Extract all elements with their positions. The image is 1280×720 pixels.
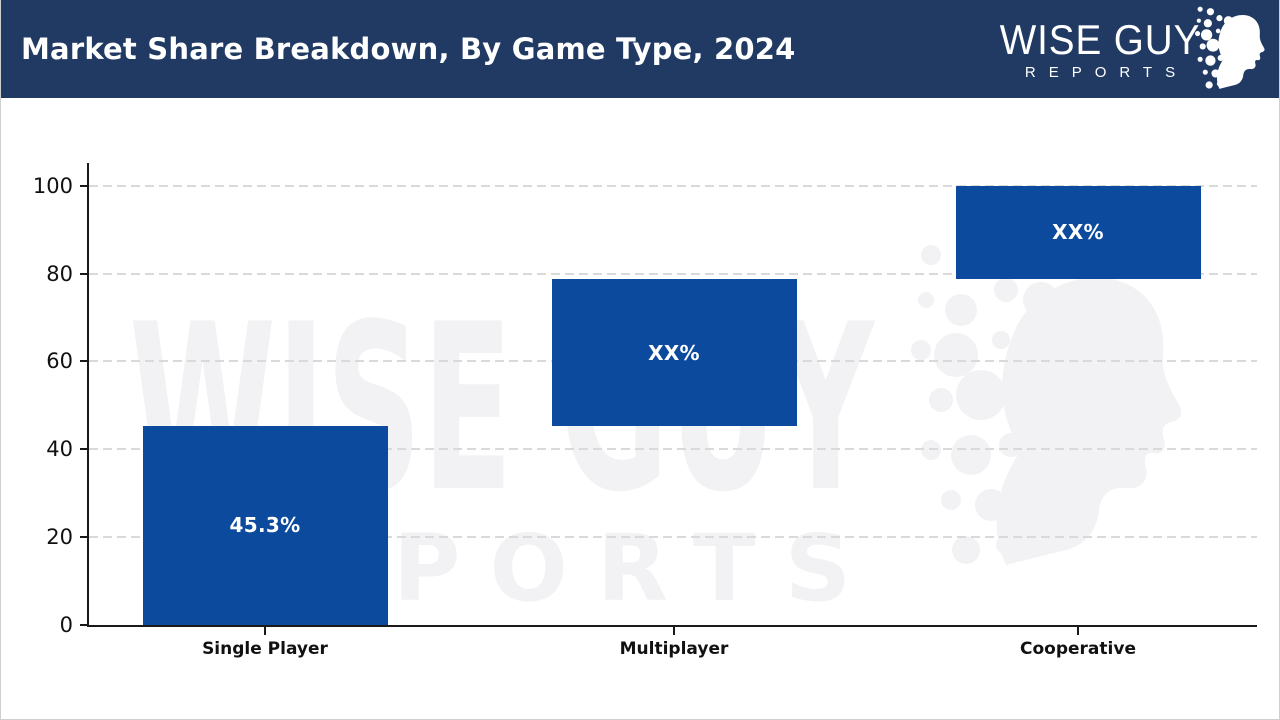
bar: XX% — [955, 185, 1201, 280]
y-tick — [80, 360, 88, 363]
y-tick-label: 100 — [32, 173, 73, 198]
plot: 0 20 40 60 80 100 45.3% XX% XX% Single Player Mult… — [1, 98, 1279, 719]
bar-value-label: 45.3% — [229, 513, 301, 538]
y-tick-label: 80 — [46, 261, 73, 286]
chart-title: Market Share Breakdown, By Game Type, 20… — [21, 32, 796, 66]
y-tick — [80, 184, 88, 187]
brand-subtitle: REPORTS — [1024, 63, 1189, 81]
y-tick — [80, 448, 88, 451]
brand-text: WISE GUY REPORTS — [991, 15, 1209, 81]
y-tick — [80, 624, 88, 626]
y-tick-label: 0 — [59, 613, 73, 637]
bar-value-label: XX% — [1052, 220, 1104, 245]
x-tick — [1077, 627, 1079, 635]
gridline — [89, 272, 1257, 275]
gridline — [89, 448, 1257, 451]
x-tick-label: Single Player — [202, 639, 328, 659]
brand-head-icon — [1195, 6, 1265, 89]
y-axis-spine — [87, 163, 89, 627]
gridline — [89, 184, 1257, 187]
x-tick — [673, 627, 675, 635]
y-tick-label: 40 — [46, 437, 73, 462]
header: Market Share Breakdown, By Game Type, 20… — [1, 0, 1279, 98]
bar: 45.3% — [142, 425, 388, 625]
x-tick-label: Cooperative — [1020, 639, 1136, 659]
y-tick-label: 60 — [46, 349, 73, 374]
x-tick — [264, 627, 266, 635]
gridline — [89, 536, 1257, 539]
x-tick-label: Multiplayer — [619, 639, 729, 659]
y-tick — [80, 272, 88, 275]
y-tick — [80, 536, 88, 539]
brand-logo: WISE GUY REPORTS — [991, 0, 1267, 98]
y-tick-label: 20 — [46, 525, 73, 550]
bar-value-label: XX% — [648, 340, 700, 365]
brand-name: WISE GUY — [999, 15, 1201, 63]
bar: XX% — [551, 279, 797, 426]
x-axis-spine — [87, 625, 1257, 627]
